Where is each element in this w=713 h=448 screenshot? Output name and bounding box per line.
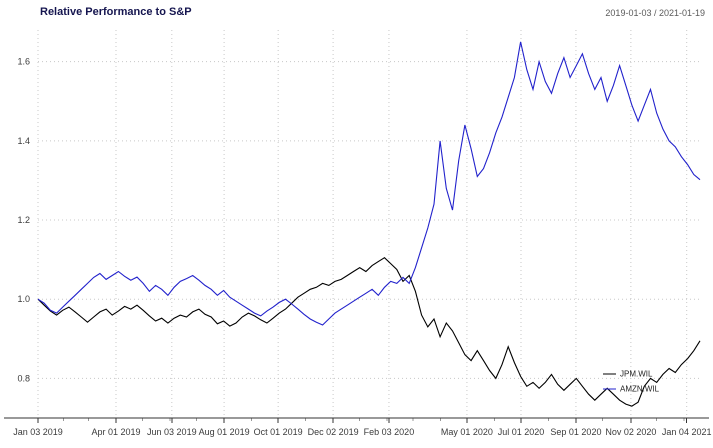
chart-date-range: 2019-01-03 / 2021-01-19 (605, 8, 705, 18)
x-axis-tick-label: Jun 03 2019 (147, 427, 197, 437)
x-axis-tick-label: Apr 01 2019 (91, 427, 140, 437)
chart-title: Relative Performance to S&P (40, 6, 192, 18)
x-axis-tick-label: Oct 01 2019 (254, 427, 303, 437)
x-axis-tick-label: Jan 03 2019 (13, 427, 63, 437)
series-line-jpm-wil (37, 257, 701, 407)
y-axis-tick-label: 0.8 (17, 373, 30, 383)
y-axis-tick-label: 1.4 (17, 136, 30, 146)
x-axis-tick-label: Dec 02 2019 (308, 427, 359, 437)
series-line-amzn-wil (37, 41, 701, 326)
legend-label-jpm-wil: JPM.WIL (620, 370, 653, 379)
x-axis-tick-label: Feb 03 2020 (364, 427, 415, 437)
legend-label-amzn-wil: AMZN.WIL (620, 385, 660, 394)
x-axis-tick-label: Aug 01 2019 (199, 427, 250, 437)
y-axis-tick-label: 1.2 (17, 215, 30, 225)
x-axis-tick-label: Jul 01 2020 (498, 427, 545, 437)
y-axis-tick-label: 1.6 (17, 57, 30, 67)
x-axis-tick-label: Nov 02 2020 (605, 427, 656, 437)
y-axis-tick-label: 1.0 (17, 294, 30, 304)
x-axis-tick-label: May 01 2020 (441, 427, 493, 437)
x-axis-tick-label: Jan 04 2021 (662, 427, 712, 437)
x-axis-tick-label: Sep 01 2020 (550, 427, 601, 437)
